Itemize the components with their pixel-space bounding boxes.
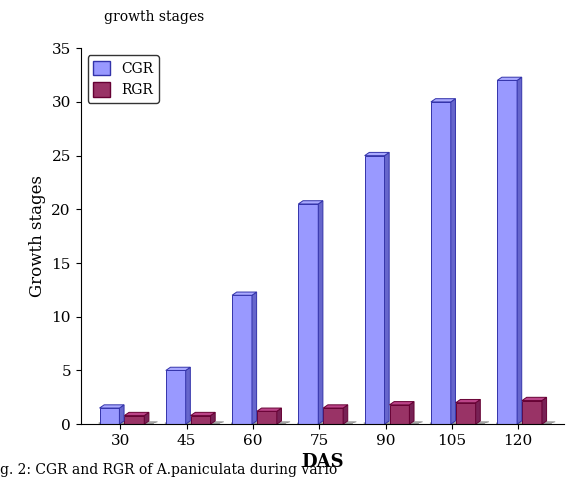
Polygon shape (211, 412, 215, 424)
Polygon shape (343, 405, 348, 424)
Polygon shape (431, 99, 456, 102)
Polygon shape (98, 422, 157, 423)
Polygon shape (124, 412, 149, 415)
Polygon shape (165, 422, 224, 423)
Bar (100, 408, 119, 424)
Polygon shape (166, 367, 190, 371)
X-axis label: DAS: DAS (301, 454, 344, 471)
Polygon shape (100, 405, 124, 408)
Bar (365, 156, 385, 424)
Polygon shape (456, 400, 480, 402)
Polygon shape (119, 405, 124, 424)
Polygon shape (410, 402, 414, 424)
Polygon shape (496, 422, 555, 423)
Polygon shape (385, 152, 389, 424)
Bar (166, 371, 185, 424)
Bar (231, 423, 286, 428)
Polygon shape (297, 422, 357, 423)
Bar (298, 204, 319, 424)
Polygon shape (298, 201, 323, 204)
Polygon shape (231, 422, 290, 423)
Text: g. 2: CGR and RGR of A.paniculata during vario: g. 2: CGR and RGR of A.paniculata during… (0, 463, 338, 477)
Text: growth stages: growth stages (104, 10, 204, 24)
Bar (323, 408, 343, 424)
Legend: CGR, RGR: CGR, RGR (88, 55, 158, 103)
Bar (456, 402, 476, 424)
Bar (522, 401, 542, 424)
Bar (124, 415, 144, 424)
Polygon shape (257, 408, 282, 411)
Bar (430, 423, 484, 428)
Bar (389, 405, 410, 424)
Bar (496, 423, 551, 428)
Bar (165, 423, 219, 428)
Y-axis label: Growth stages: Growth stages (29, 175, 46, 297)
Bar (297, 423, 352, 428)
Bar (363, 423, 418, 428)
Polygon shape (497, 77, 522, 80)
Polygon shape (232, 292, 257, 295)
Bar (431, 102, 451, 424)
Polygon shape (363, 422, 423, 423)
Polygon shape (319, 201, 323, 424)
Polygon shape (365, 152, 389, 156)
Polygon shape (542, 397, 547, 424)
Polygon shape (517, 77, 522, 424)
Polygon shape (144, 412, 149, 424)
Bar (191, 415, 211, 424)
Bar (98, 423, 153, 428)
Polygon shape (185, 367, 190, 424)
Bar (497, 80, 517, 424)
Polygon shape (476, 400, 480, 424)
Polygon shape (191, 412, 215, 415)
Polygon shape (430, 422, 489, 423)
Polygon shape (252, 292, 257, 424)
Bar (257, 411, 277, 424)
Polygon shape (389, 402, 414, 405)
Polygon shape (451, 99, 456, 424)
Polygon shape (323, 405, 348, 408)
Bar (232, 295, 252, 424)
Polygon shape (277, 408, 282, 424)
Polygon shape (522, 397, 547, 401)
